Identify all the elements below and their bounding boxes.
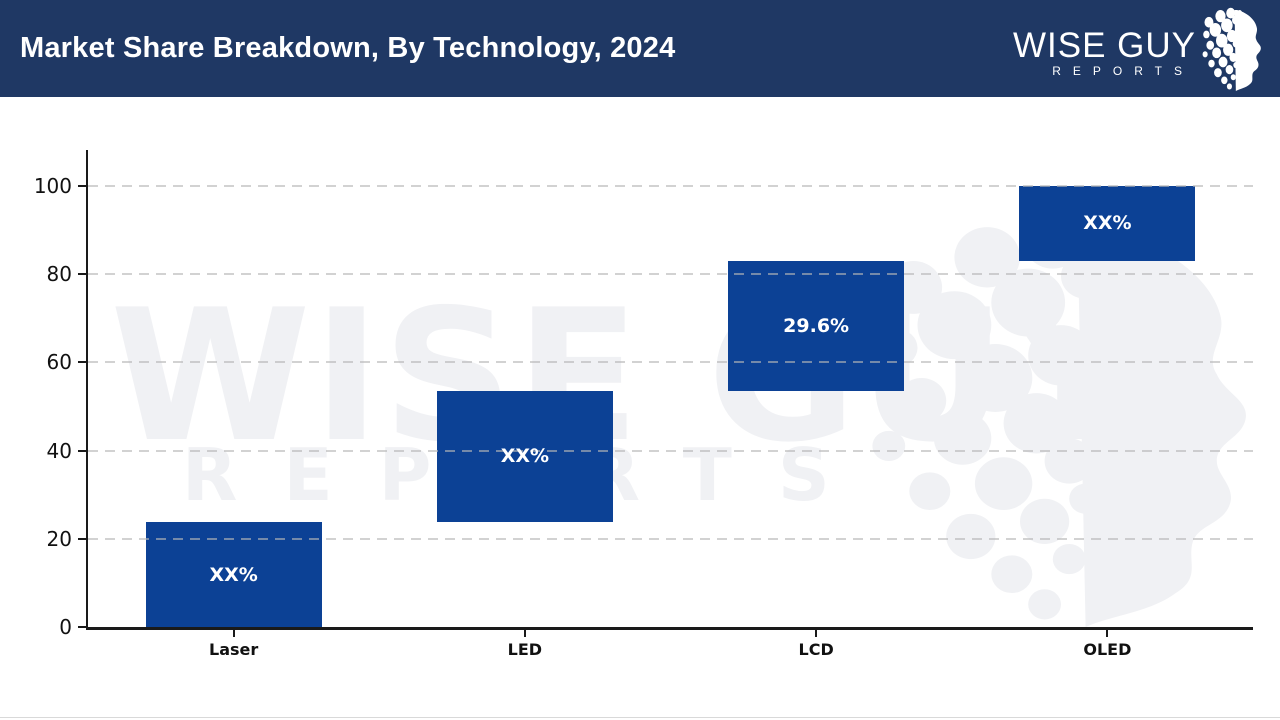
y-tick-label: 0 — [59, 615, 72, 639]
bar-value-label: 29.6% — [783, 314, 850, 337]
gridline-100 — [88, 185, 1253, 187]
bar-value-label: XX% — [1083, 212, 1132, 235]
y-tick-label: 40 — [46, 438, 72, 463]
y-tick — [78, 273, 86, 276]
gridline-60 — [88, 361, 1253, 364]
bar-oled — [1019, 186, 1196, 261]
bar-value-label: XX% — [209, 563, 258, 586]
y-tick — [78, 449, 86, 452]
y-tick-label: 20 — [46, 526, 72, 551]
gridline-20 — [88, 537, 1253, 540]
gridline-80 — [88, 273, 1253, 276]
y-tick-label: 60 — [46, 350, 72, 375]
y-tick — [78, 626, 86, 628]
header-bar: Market Share Breakdown, By Technology, 2… — [0, 0, 1280, 97]
y-tick-label: 100 — [33, 174, 72, 198]
page-title: Market Share Breakdown, By Technology, 2… — [20, 32, 676, 64]
y-tick — [78, 185, 86, 187]
logo-subtext: REPORTS — [1052, 64, 1194, 78]
x-tick — [815, 630, 818, 637]
y-tick — [78, 361, 86, 364]
page-border-bottom — [0, 716, 1280, 718]
bar-lcd — [728, 260, 905, 392]
y-tick-label: 80 — [46, 262, 72, 287]
chart-area: WISE GUY REPORTS XX%XX%29.6%XX%020406080… — [0, 97, 1280, 717]
x-tick — [1106, 630, 1109, 637]
x-tick — [232, 630, 235, 637]
y-tick — [78, 537, 86, 540]
x-category-label-lcd: LCD — [798, 640, 834, 659]
x-tick — [523, 630, 526, 637]
x-axis-line — [86, 627, 1253, 630]
gridline-40 — [88, 449, 1253, 452]
x-category-label-led: LED — [507, 640, 543, 659]
bar-value-label: XX% — [500, 445, 550, 468]
logo-head-icon — [1202, 7, 1261, 91]
x-category-label-oled: OLED — [1083, 640, 1132, 659]
x-category-label-laser: Laser — [208, 640, 259, 659]
y-axis-line — [86, 150, 88, 630]
bar-led — [436, 391, 613, 522]
logo-wordmark: WISE GUY — [1012, 26, 1196, 65]
